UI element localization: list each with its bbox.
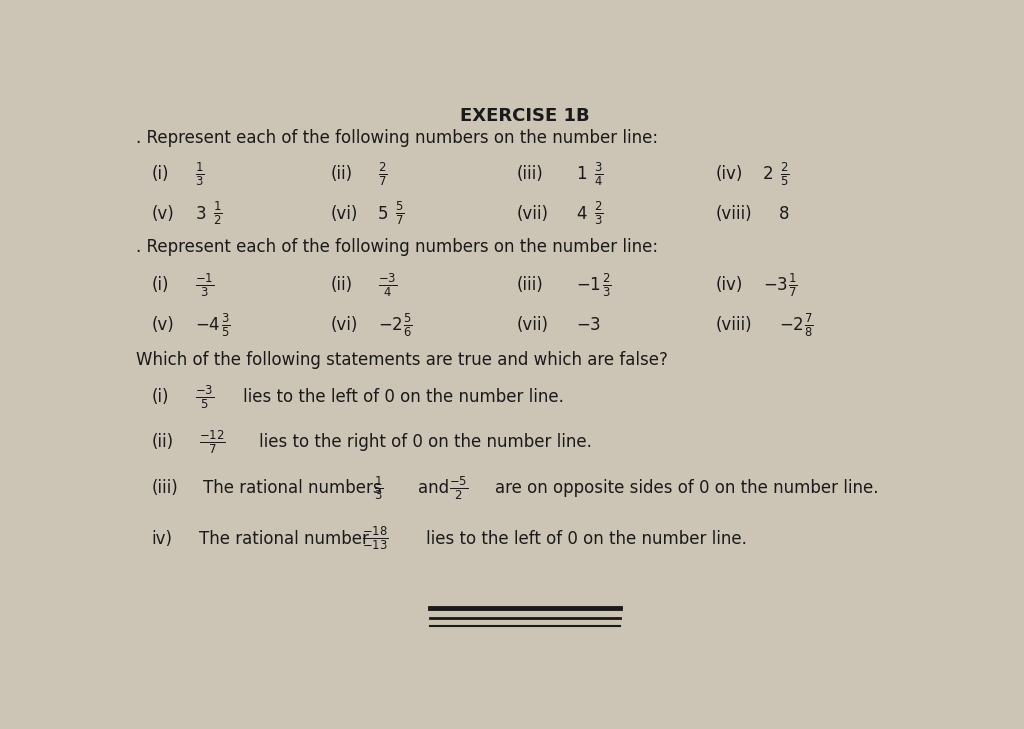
Text: $-1$: $-1$ [577, 276, 601, 294]
Text: (ii): (ii) [331, 165, 352, 184]
Text: Which of the following statements are true and which are false?: Which of the following statements are tr… [136, 351, 668, 369]
Text: (vi): (vi) [331, 205, 357, 223]
Text: and: and [418, 479, 449, 497]
Text: (iii): (iii) [517, 165, 544, 184]
Text: (i): (i) [152, 389, 169, 406]
Text: 1: 1 [577, 165, 587, 184]
Text: $\frac{2}{3}$: $\frac{2}{3}$ [594, 200, 603, 227]
Text: lies to the left of 0 on the number line.: lies to the left of 0 on the number line… [426, 530, 746, 547]
Text: (ii): (ii) [152, 433, 174, 451]
Text: (viii): (viii) [715, 205, 752, 223]
Text: $\frac{{-3}}{4}$: $\frac{{-3}}{4}$ [378, 271, 397, 299]
Text: 5: 5 [378, 205, 388, 223]
Text: . Represent each of the following numbers on the number line:: . Represent each of the following number… [136, 129, 658, 147]
Text: 8: 8 [778, 205, 790, 223]
Text: (i): (i) [152, 165, 169, 184]
Text: $\frac{2}{7}$: $\frac{2}{7}$ [378, 161, 387, 188]
Text: lies to the left of 0 on the number line.: lies to the left of 0 on the number line… [243, 389, 564, 406]
Text: . Represent each of the following numbers on the number line:: . Represent each of the following number… [136, 238, 658, 257]
Text: (v): (v) [152, 316, 174, 335]
Text: 3: 3 [196, 205, 206, 223]
Text: iv): iv) [152, 530, 173, 547]
Text: 2: 2 [763, 165, 773, 184]
Text: (iii): (iii) [517, 276, 544, 294]
Text: $-2$: $-2$ [778, 316, 804, 335]
Text: $\frac{{-5}}{2}$: $\frac{{-5}}{2}$ [450, 475, 469, 502]
Text: EXERCISE 1B: EXERCISE 1B [460, 107, 590, 125]
Text: $\frac{5}{7}$: $\frac{5}{7}$ [395, 200, 404, 227]
Text: $-3$: $-3$ [577, 316, 601, 335]
Text: $\frac{3}{4}$: $\frac{3}{4}$ [594, 161, 603, 188]
Text: $\frac{1}{3}$: $\frac{1}{3}$ [196, 161, 205, 188]
Text: $\frac{{-12}}{7}$: $\frac{{-12}}{7}$ [200, 429, 226, 456]
Text: $-2$: $-2$ [378, 316, 402, 335]
Text: 4: 4 [577, 205, 587, 223]
Text: $\frac{{-18}}{{-13}}$: $\frac{{-18}}{{-13}}$ [362, 525, 389, 553]
Text: $\frac{{-1}}{3}$: $\frac{{-1}}{3}$ [196, 271, 215, 299]
Text: $\frac{2}{5}$: $\frac{2}{5}$ [780, 161, 790, 188]
Text: (v): (v) [152, 205, 174, 223]
Text: The rational number: The rational number [200, 530, 370, 547]
Text: (iv): (iv) [715, 276, 742, 294]
Text: (vii): (vii) [517, 205, 549, 223]
Text: $\frac{5}{6}$: $\frac{5}{6}$ [403, 312, 413, 339]
Text: $\frac{1}{2}$: $\frac{1}{2}$ [213, 200, 222, 227]
Text: $\frac{2}{3}$: $\frac{2}{3}$ [602, 271, 611, 299]
Text: are on opposite sides of 0 on the number line.: are on opposite sides of 0 on the number… [496, 479, 879, 497]
Text: $\frac{7}{8}$: $\frac{7}{8}$ [804, 312, 813, 339]
Text: $\frac{3}{5}$: $\frac{3}{5}$ [221, 312, 230, 339]
Text: $\frac{1}{3}$: $\frac{1}{3}$ [374, 475, 383, 502]
Text: $\frac{1}{7}$: $\frac{1}{7}$ [788, 271, 798, 299]
Text: (iii): (iii) [152, 479, 178, 497]
Text: (vi): (vi) [331, 316, 357, 335]
Text: $-3$: $-3$ [763, 276, 788, 294]
Text: lies to the right of 0 on the number line.: lies to the right of 0 on the number lin… [259, 433, 592, 451]
Text: (i): (i) [152, 276, 169, 294]
Text: The rational numbers: The rational numbers [204, 479, 382, 497]
Text: (ii): (ii) [331, 276, 352, 294]
Text: $-4$: $-4$ [196, 316, 221, 335]
Text: (vii): (vii) [517, 316, 549, 335]
Text: (viii): (viii) [715, 316, 752, 335]
Text: (iv): (iv) [715, 165, 742, 184]
Text: $\frac{{-3}}{5}$: $\frac{{-3}}{5}$ [196, 383, 215, 411]
